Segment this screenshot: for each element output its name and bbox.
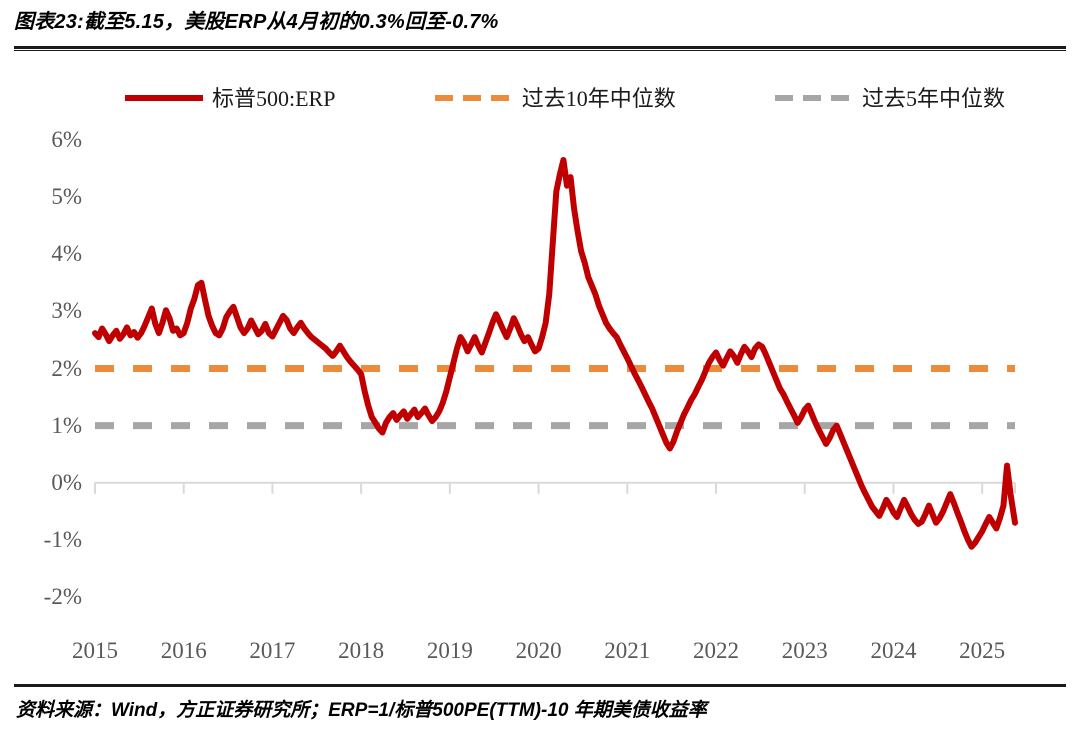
legend-label-erp: 标普500:ERP — [212, 86, 336, 111]
x-tick-label: 2023 — [781, 638, 828, 663]
plot-area: 6% 5% 4% 3% 2% 1% 0% -1% -2% 2015 2016 2017 2018 201… — [0, 120, 1080, 663]
page-title: 图表23:截至5.15，美股ERP从4月初的0.3%回至-0.7% — [14, 11, 499, 33]
y-tick-label: -2% — [43, 584, 82, 609]
legend-item-median10y: 过去10年中位数 — [434, 81, 676, 113]
legend-label-median5y: 过去5年中位数 — [861, 86, 1005, 111]
legend-swatch-dashed-orange-icon — [434, 92, 513, 103]
title-divider — [14, 46, 1066, 49]
x-tick-label: 2018 — [338, 638, 385, 663]
y-tick-label: 5% — [51, 184, 82, 210]
source-divider — [14, 684, 1066, 687]
y-tick-label: 4% — [51, 241, 82, 267]
legend-swatch-dashed-gray-icon — [774, 92, 853, 103]
title-divider-thin — [14, 50, 1066, 51]
y-tick-label: -1% — [43, 526, 82, 552]
legend-item-erp: 标普500:ERP — [125, 81, 335, 113]
legend-swatch-solid-icon — [125, 92, 203, 103]
y-axis-labels: 6% 5% 4% 3% 2% 1% 0% -1% -2% — [0, 120, 92, 620]
x-tick-label: 2017 — [249, 638, 296, 663]
y-tick-label: 6% — [51, 127, 82, 152]
source-note: 资料来源：Wind，方正证券研究所；ERP=1/标普500PE(TTM)-10 … — [16, 700, 707, 721]
x-tick-label: 2021 — [604, 638, 651, 663]
x-tick-label: 2020 — [515, 638, 562, 663]
x-tick-label: 2024 — [870, 638, 917, 663]
y-tick-label: 1% — [51, 412, 82, 438]
x-tick-label: 2016 — [160, 638, 207, 663]
x-axis-labels: 2015 2016 2017 2018 2019 2020 2021 2022 2023 2024… — [0, 620, 1080, 663]
y-tick-label: 0% — [51, 469, 82, 495]
erp-line-chart — [92, 156, 1018, 550]
y-tick-label: 3% — [51, 298, 82, 324]
legend-item-median5y: 过去5年中位数 — [774, 81, 1005, 113]
x-tick-label: 2019 — [426, 638, 473, 663]
x-tick-label: 2022 — [693, 638, 740, 663]
x-tick-label: 2025 — [959, 638, 1006, 663]
chart-legend: 标普500:ERP 过去10年中位数 过去5年中位数 — [95, 82, 1025, 112]
x-tick-label: 2015 — [72, 638, 118, 663]
title-block: 图表23:截至5.15，美股ERP从4月初的0.3%回至-0.7% — [14, 8, 1066, 36]
legend-label-median10y: 过去10年中位数 — [521, 86, 676, 111]
y-tick-label: 2% — [51, 355, 82, 381]
